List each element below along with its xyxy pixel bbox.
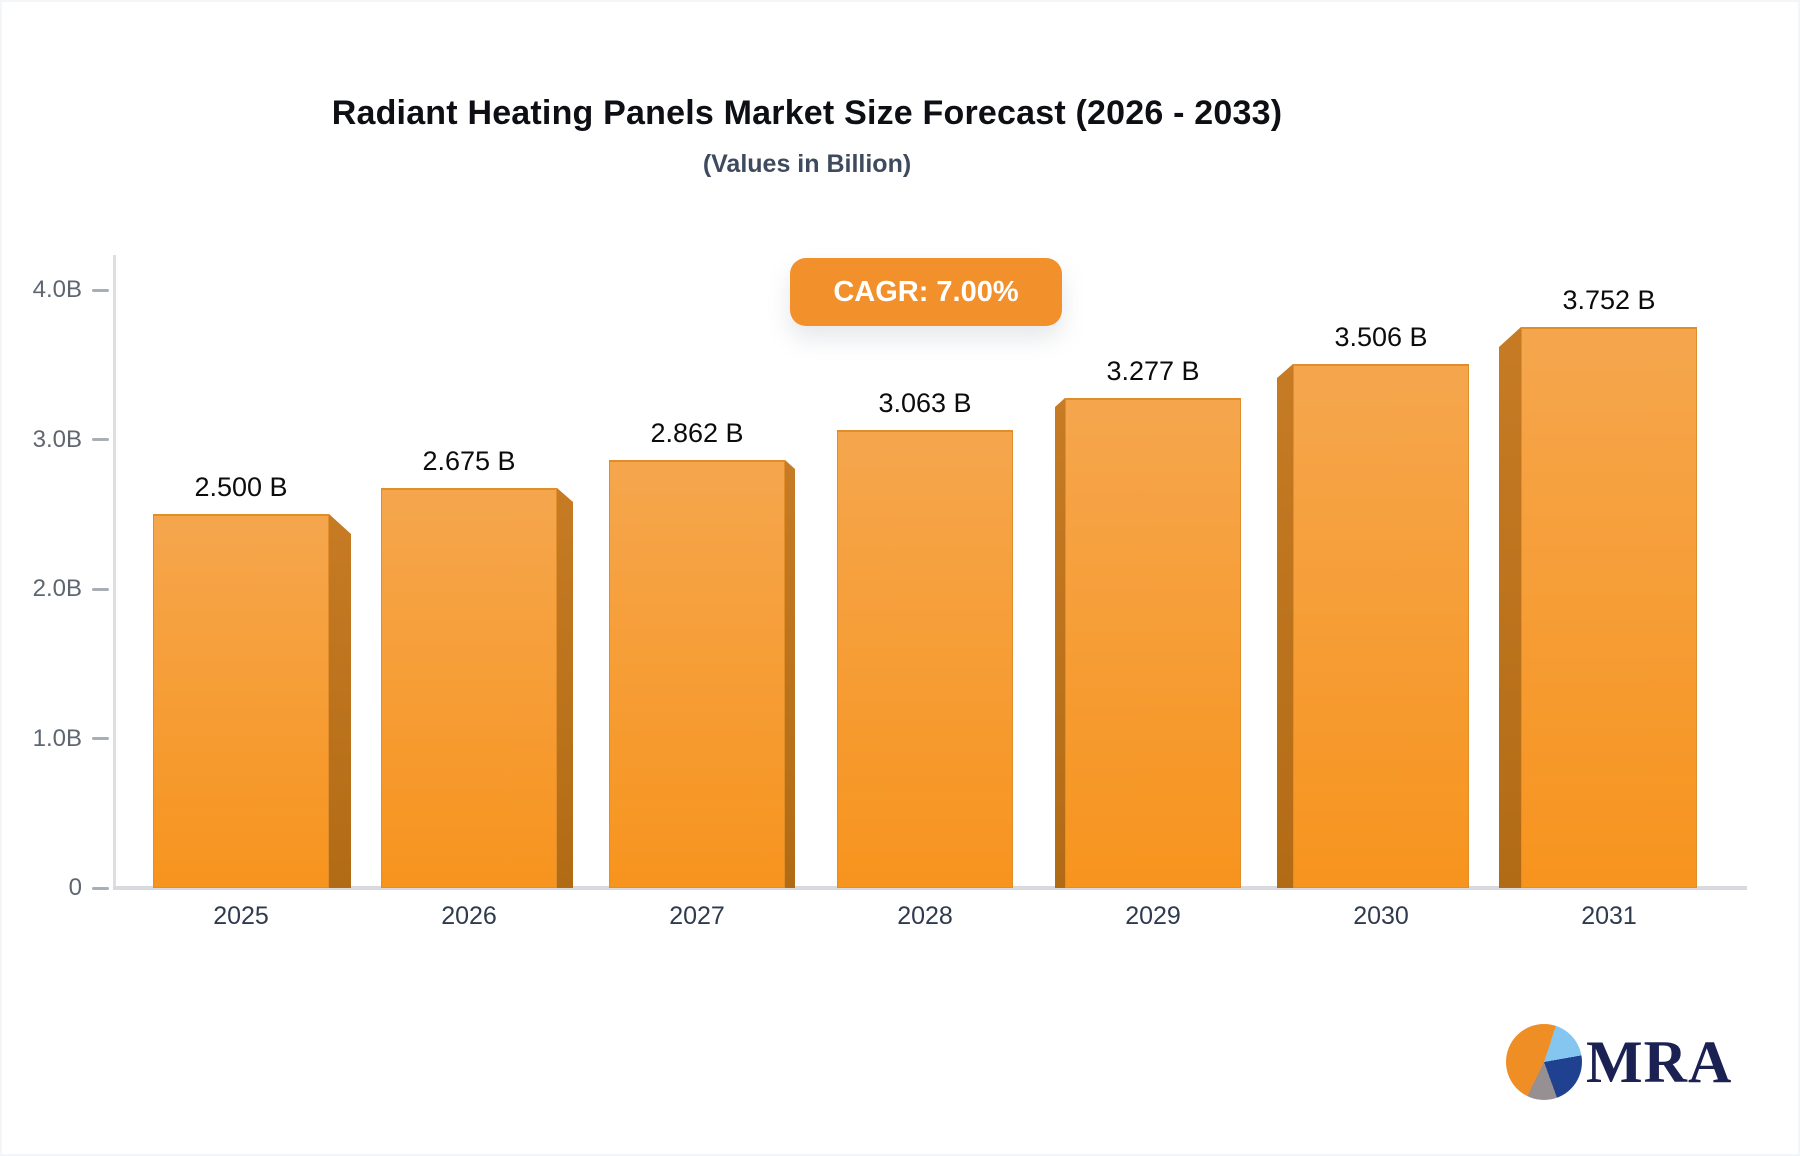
y-axis-tick-label: 3.0B <box>32 425 82 453</box>
bar <box>153 514 329 888</box>
brand-logo-text: MRA <box>1586 1028 1733 1095</box>
y-axis-tick-mark <box>92 438 109 441</box>
y-axis-tick-label: 4.0B <box>32 276 82 303</box>
bar-value-label: 3.063 B <box>878 388 972 418</box>
y-axis-tick: 0 <box>6 873 109 903</box>
x-axis-label: 2027 <box>669 902 725 930</box>
cagr-badge-label: CAGR: 7.00% <box>833 275 1019 308</box>
brand-logo: MRA <box>1506 1024 1732 1100</box>
bar-side-3d <box>329 514 351 888</box>
x-axis-baseline <box>113 886 1747 890</box>
y-axis-line <box>113 255 116 890</box>
bar <box>381 488 557 888</box>
bar <box>837 430 1013 888</box>
y-axis-tick-label: 0 <box>68 874 82 901</box>
y-axis-tick-mark <box>92 288 109 292</box>
bar-value-label: 3.506 B <box>1334 322 1428 352</box>
bar <box>1521 327 1697 888</box>
chart-title: Radiant Heating Panels Market Size Forec… <box>331 94 1283 132</box>
y-axis-tick: 1.0B <box>6 724 109 754</box>
x-axis-label: 2031 <box>1581 902 1637 930</box>
y-axis-tick: 3.0B <box>6 425 109 455</box>
x-axis-label: 2030 <box>1353 902 1409 930</box>
bar-side-3d <box>557 488 573 888</box>
y-axis-tick-mark <box>92 886 109 890</box>
y-axis-tick-mark <box>92 737 109 740</box>
bar-value-label: 2.500 B <box>194 472 288 502</box>
y-axis-tick: 4.0B <box>6 275 109 305</box>
y-axis-tick-label: 2.0B <box>32 575 82 602</box>
bar-value-label: 2.862 B <box>650 418 744 448</box>
chart-subtitle: (Values in Billion) <box>702 150 912 178</box>
bar-side-3d <box>785 460 795 888</box>
bar-value-label: 3.277 B <box>1106 356 1200 386</box>
bar <box>609 460 785 888</box>
pie-chart-logo-icon <box>1506 1024 1582 1100</box>
bar <box>1065 398 1241 888</box>
y-axis-tick-label: 1.0B <box>32 724 82 752</box>
x-axis-label: 2026 <box>441 902 497 930</box>
y-axis-tick: 2.0B <box>6 574 109 604</box>
bar-side-3d <box>1499 327 1521 888</box>
bar-side-3d <box>1055 398 1065 888</box>
x-axis-label: 2028 <box>897 902 953 930</box>
bar <box>1293 364 1469 888</box>
bar-value-label: 3.752 B <box>1562 285 1656 315</box>
bar-side-3d <box>1277 364 1293 888</box>
bar-value-label: 2.675 B <box>422 446 516 476</box>
cagr-badge: CAGR: 7.00% <box>790 258 1062 326</box>
y-axis-tick-mark <box>92 587 109 591</box>
x-axis-label: 2025 <box>213 902 269 930</box>
x-axis-label: 2029 <box>1125 902 1181 930</box>
